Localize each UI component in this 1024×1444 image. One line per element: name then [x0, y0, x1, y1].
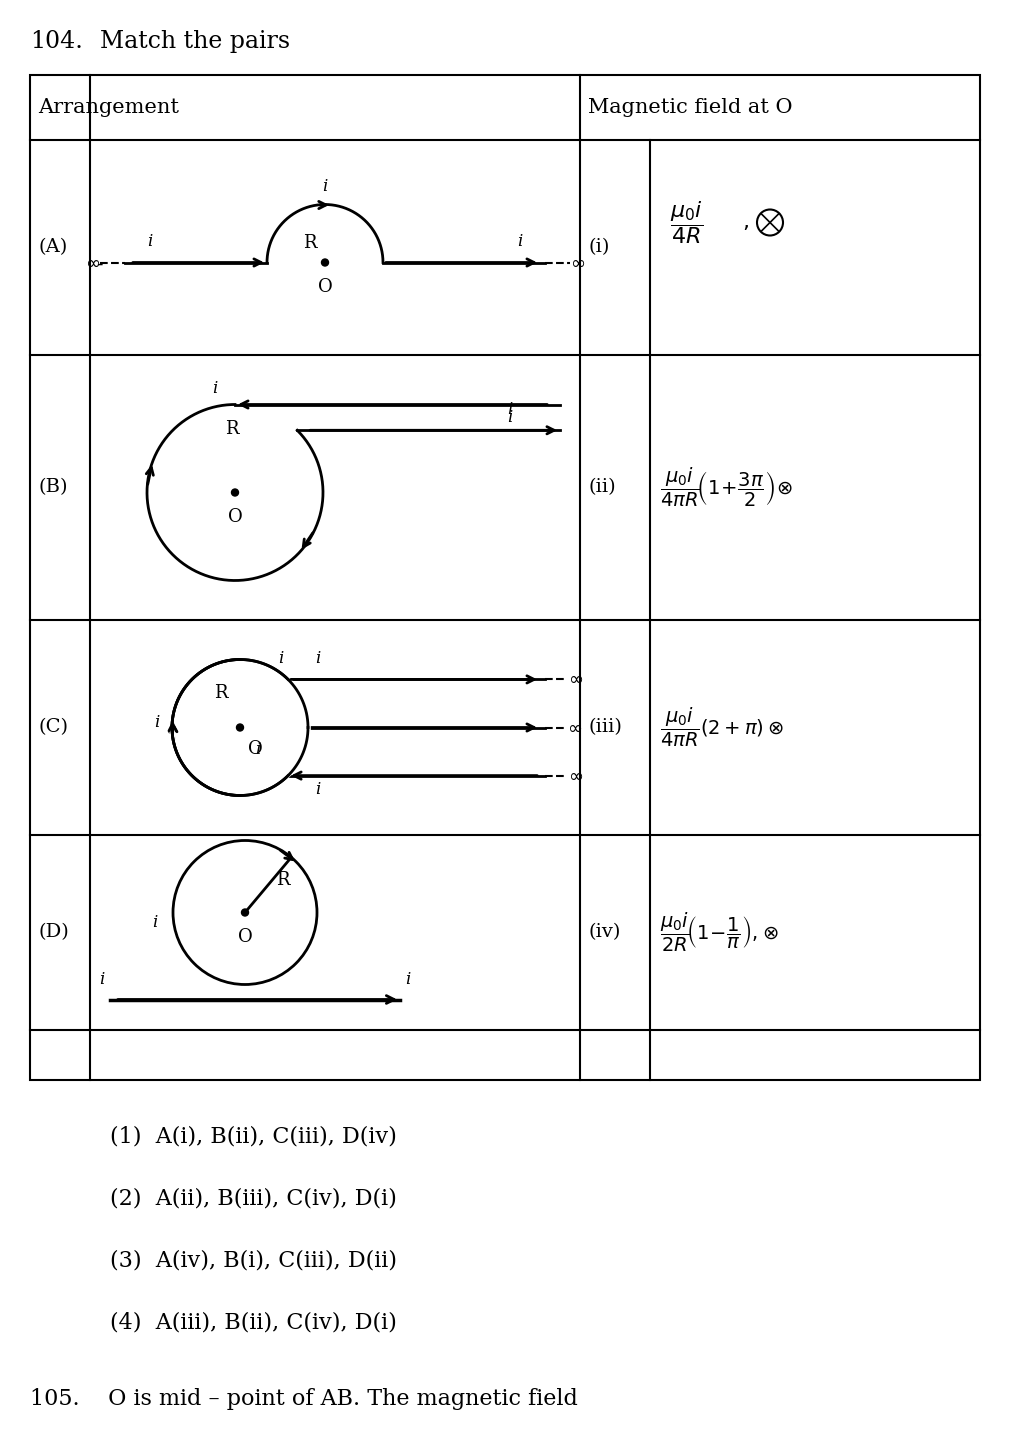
Circle shape [242, 910, 249, 915]
Text: 105.    O is mid – point of AB. The magnetic field: 105. O is mid – point of AB. The magneti… [30, 1388, 578, 1409]
Text: $\infty$: $\infty$ [568, 767, 583, 784]
Text: (i): (i) [588, 238, 609, 257]
Text: Match the pairs: Match the pairs [100, 30, 290, 53]
Text: (4)  A(iii), B(ii), C(iv), D(i): (4) A(iii), B(ii), C(iv), D(i) [110, 1311, 397, 1333]
Text: (3)  A(iv), B(i), C(iii), D(ii): (3) A(iv), B(i), C(iii), D(ii) [110, 1249, 397, 1271]
Text: Arrangement: Arrangement [38, 98, 179, 117]
Text: $\dfrac{\mu_0 i}{4\pi R}(2+\pi)\otimes$: $\dfrac{\mu_0 i}{4\pi R}(2+\pi)\otimes$ [660, 706, 783, 749]
Text: i: i [406, 970, 411, 988]
Text: (iii): (iii) [588, 719, 622, 736]
Text: Magnetic field at O: Magnetic field at O [588, 98, 793, 117]
Text: R: R [276, 871, 290, 890]
Text: i: i [315, 650, 321, 667]
Text: i: i [153, 914, 158, 931]
Text: $\infty$: $\infty$ [570, 254, 585, 271]
Text: i: i [99, 970, 104, 988]
Text: $\dfrac{\mu_0 i}{4R}$: $\dfrac{\mu_0 i}{4R}$ [670, 199, 703, 245]
Text: O: O [227, 507, 243, 526]
Text: (iv): (iv) [588, 924, 621, 941]
Circle shape [231, 490, 239, 495]
Text: O: O [317, 279, 333, 296]
Text: (2)  A(ii), B(iii), C(iv), D(i): (2) A(ii), B(iii), C(iv), D(i) [110, 1187, 397, 1209]
Text: O: O [248, 739, 262, 758]
Text: (A): (A) [38, 238, 68, 257]
Text: i: i [255, 741, 260, 758]
Text: i: i [155, 713, 160, 731]
Circle shape [322, 258, 329, 266]
Text: R: R [214, 684, 228, 702]
Text: $,$: $,$ [742, 212, 749, 232]
Text: (D): (D) [38, 924, 69, 941]
Bar [30, 75, 980, 1080]
Text: i: i [322, 178, 328, 195]
Text: 104.: 104. [30, 30, 83, 53]
Text: $\infty$: $\infty$ [85, 254, 100, 271]
Text: (ii): (ii) [588, 478, 615, 497]
Text: (B): (B) [38, 478, 68, 497]
Circle shape [237, 723, 244, 731]
Text: R: R [303, 234, 317, 253]
Text: $\infty$: $\infty$ [568, 670, 583, 689]
Text: $\dfrac{\mu_0 i}{4\pi R}\!\left(1\!+\!\dfrac{3\pi}{2}\right)\!\otimes$: $\dfrac{\mu_0 i}{4\pi R}\!\left(1\!+\!\d… [660, 466, 793, 510]
Text: -: - [96, 254, 103, 273]
Text: i: i [315, 781, 321, 797]
Text: i: i [147, 234, 153, 250]
Text: (1)  A(i), B(ii), C(iii), D(iv): (1) A(i), B(ii), C(iii), D(iv) [110, 1125, 397, 1147]
Text: R: R [225, 420, 239, 439]
Text: i: i [507, 410, 513, 426]
Text: i: i [507, 401, 513, 419]
Text: i: i [212, 380, 218, 397]
Text: $\dfrac{\mu_0 i}{2R}\!\left(1\!-\!\dfrac{1}{\pi}\right),\!\otimes$: $\dfrac{\mu_0 i}{2R}\!\left(1\!-\!\dfrac… [660, 911, 778, 954]
Text: i: i [517, 234, 522, 250]
Text: $\infty$: $\infty$ [567, 719, 582, 736]
Text: O: O [238, 927, 252, 946]
Text: i: i [278, 650, 283, 667]
Text: (C): (C) [38, 719, 68, 736]
